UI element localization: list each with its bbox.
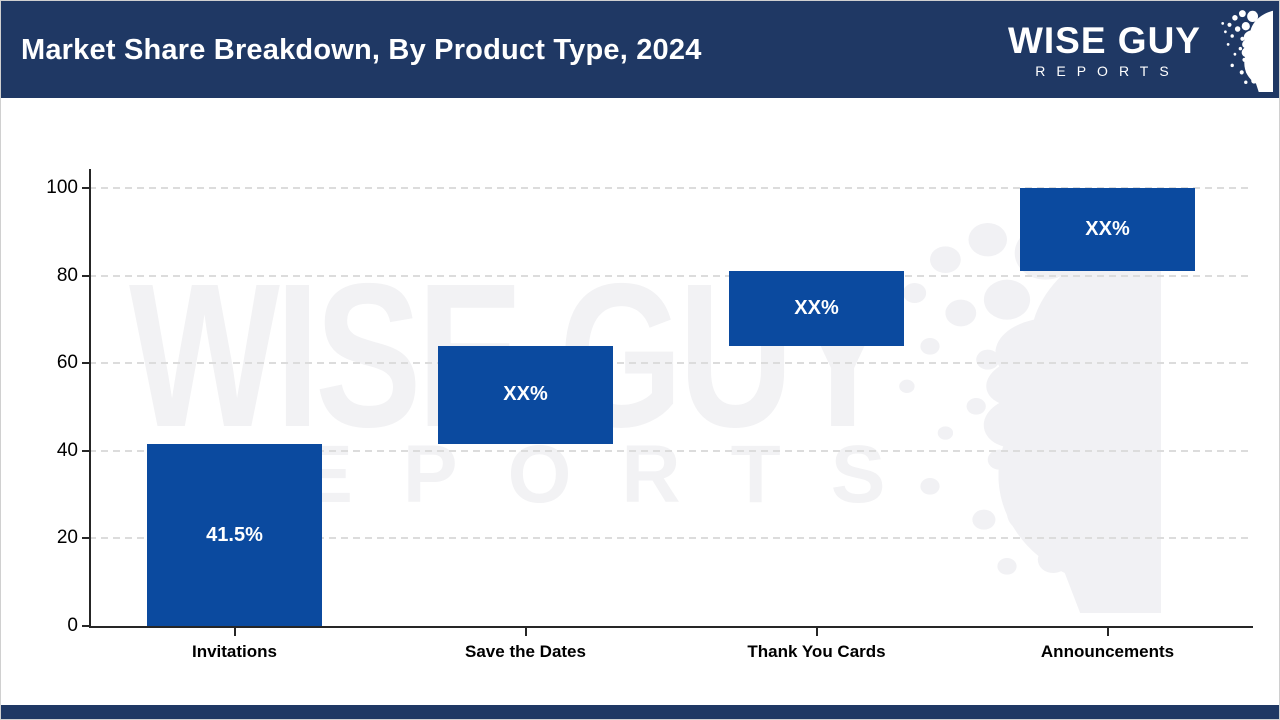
category-label: Invitations [191, 642, 277, 661]
y-tick-label: 80 [56, 264, 78, 286]
y-tick-label: 20 [56, 527, 78, 549]
x-axis-tick [233, 628, 236, 636]
y-axis-tick [82, 187, 89, 189]
x-axis [89, 626, 1253, 628]
y-tick-label: 60 [56, 352, 78, 374]
bar-value-label: 41.5% [206, 523, 263, 546]
wise-guy-reports-logo: WISE GUY REPORTS [1008, 7, 1273, 93]
bar-announcements: XX% [1020, 188, 1195, 272]
category-label: Announcements [1040, 642, 1175, 661]
header-bar: Market Share Breakdown, By Product Type,… [1, 1, 1279, 98]
y-gridline [89, 537, 1253, 540]
y-axis-tick [82, 274, 89, 277]
y-tick-label: 100 [46, 177, 78, 198]
bar-value-label: XX% [503, 383, 548, 406]
y-gridline [89, 187, 1253, 189]
y-axis [89, 169, 91, 628]
bar-invitations: 41.5% [147, 444, 322, 626]
bar-value-label: XX% [1085, 218, 1130, 241]
y-axis-tick [82, 625, 89, 627]
y-gridline [89, 362, 1253, 365]
page-title: Market Share Breakdown, By Product Type,… [21, 34, 702, 66]
y-axis-tick [82, 362, 89, 365]
x-axis-tick [815, 628, 818, 636]
y-tick-label: 40 [56, 439, 78, 461]
x-axis-tick [524, 628, 527, 636]
logo-wise-guy-text: WISE GUY [1007, 20, 1201, 61]
category-label: Save the Dates [465, 642, 586, 661]
y-gridline [89, 449, 1253, 452]
logo-head-icon [1221, 10, 1273, 92]
y-gridline [89, 274, 1253, 277]
logo-reports-text: REPORTS [1035, 63, 1180, 79]
y-axis-tick [82, 537, 89, 540]
y-tick-label: 0 [67, 615, 78, 636]
bar-thank-you-cards: XX% [729, 271, 904, 346]
category-label: Thank You Cards [747, 642, 886, 661]
footer-bar [1, 705, 1279, 719]
logo-text: WISE GUY REPORTS [1007, 20, 1201, 80]
bar-value-label: XX% [794, 296, 839, 319]
x-axis-tick [1106, 628, 1109, 636]
y-axis-tick [82, 449, 89, 452]
bar-save-the-dates: XX% [438, 345, 613, 445]
